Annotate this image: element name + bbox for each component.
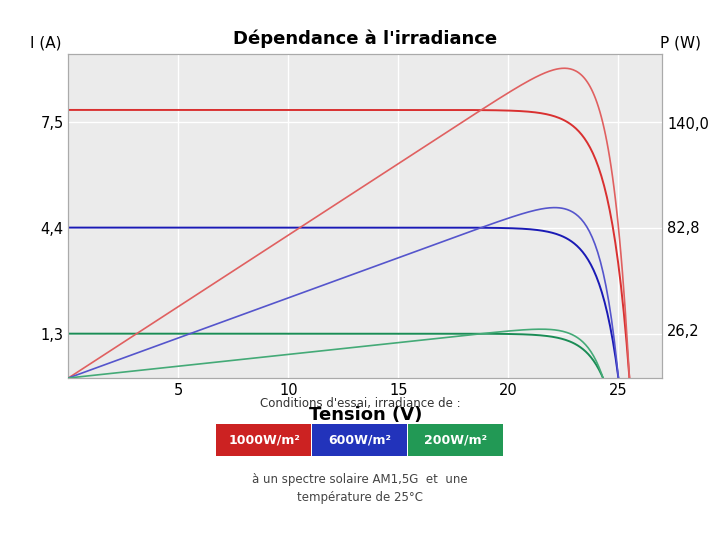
- Text: I (A): I (A): [30, 36, 61, 51]
- Text: Conditions d'essai, irradiance de :: Conditions d'essai, irradiance de :: [260, 397, 460, 410]
- Text: 1000W/m²: 1000W/m²: [228, 434, 300, 447]
- Text: 200W/m²: 200W/m²: [424, 434, 487, 447]
- Title: Dépendance à l'irradiance: Dépendance à l'irradiance: [233, 30, 498, 48]
- X-axis label: Tension (V): Tension (V): [309, 406, 422, 424]
- Text: à un spectre solaire AM1,5G  et  une
température de 25°C: à un spectre solaire AM1,5G et une tempé…: [252, 472, 468, 504]
- Text: 600W/m²: 600W/m²: [328, 434, 392, 447]
- Text: P (W): P (W): [660, 36, 701, 51]
